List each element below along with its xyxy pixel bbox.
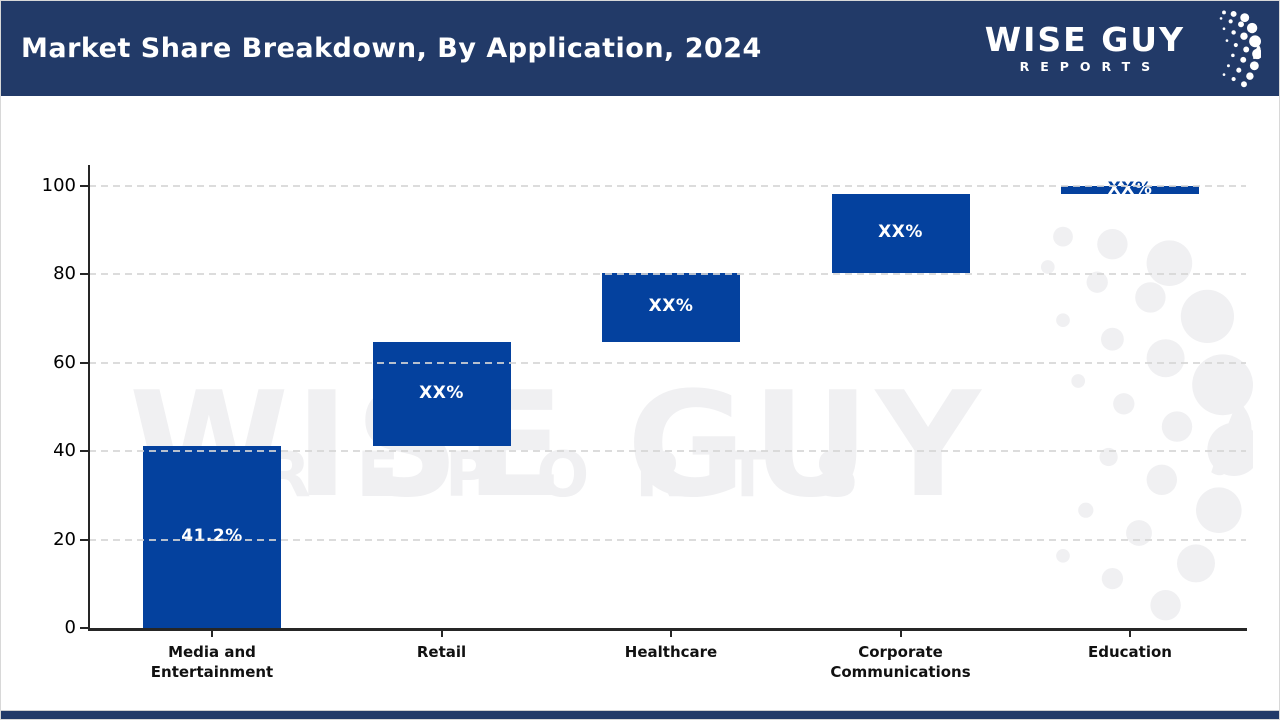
brand-face-icon	[1219, 10, 1261, 88]
bar-education: XX%	[1061, 186, 1199, 194]
brand-subname: REPORTS	[1019, 59, 1162, 74]
x-tick-3	[899, 631, 902, 637]
bar-media-and-entertainment: 41.2%	[143, 445, 281, 628]
y-tick-60	[80, 361, 88, 364]
brand-name: WISE GUY	[984, 20, 1185, 59]
y-axis-line	[88, 165, 90, 630]
y-tick-0	[80, 627, 88, 629]
gridline-20	[89, 538, 1246, 541]
y-tick-80	[80, 273, 88, 276]
brand-logo: WISE GUY REPORTS	[985, 7, 1261, 89]
x-tick-0	[211, 631, 213, 637]
y-tick-label-60: 60	[53, 351, 76, 373]
gridline-60	[89, 361, 1246, 364]
bar-value-label: XX%	[419, 382, 464, 403]
y-tick-label-0: 0	[64, 617, 76, 638]
gridline-40	[89, 450, 1246, 453]
bar-value-label: XX%	[648, 296, 694, 317]
plot-area: WISE GUY REPORTS 02040608010041.2%41.2%M…	[1, 96, 1279, 713]
x-category-label: Corporate Communications	[830, 643, 971, 681]
header-band: Market Share Breakdown, By Application, …	[1, 1, 1279, 96]
x-category-label: Retail	[416, 643, 467, 661]
y-tick-label-100: 100	[41, 175, 76, 196]
x-tick-1	[440, 631, 443, 637]
bar-retail: XX%	[372, 342, 511, 446]
bar-value-label: XX%	[878, 222, 923, 243]
bar-value-label: XX%	[1061, 186, 1199, 194]
bar-corporate-communications: XX%	[831, 193, 970, 273]
gridline-100	[89, 185, 1246, 187]
x-category-label: Media and Entertainment	[150, 643, 274, 681]
x-tick-2	[670, 631, 672, 637]
y-tick-label-80: 80	[53, 263, 76, 285]
y-tick-40	[80, 450, 88, 453]
y-tick-label-40: 40	[53, 440, 76, 462]
y-tick-100	[80, 185, 88, 187]
bar-value-label: 41.2%	[181, 525, 243, 546]
bar-healthcare: XX%	[602, 272, 740, 343]
brand-logo-text: WISE GUY REPORTS	[985, 21, 1185, 75]
x-axis-line	[88, 628, 1247, 631]
chart-title: Market Share Breakdown, By Application, …	[21, 33, 762, 64]
x-category-label: Healthcare	[624, 643, 718, 661]
watermark-subtext: REPORTS	[263, 438, 906, 511]
y-tick-label-20: 20	[53, 528, 76, 550]
x-category-label: Education	[1088, 643, 1172, 661]
x-tick-4	[1129, 631, 1131, 637]
footer-band	[1, 710, 1279, 719]
gridline-80	[89, 273, 1246, 276]
y-tick-20	[80, 538, 88, 541]
